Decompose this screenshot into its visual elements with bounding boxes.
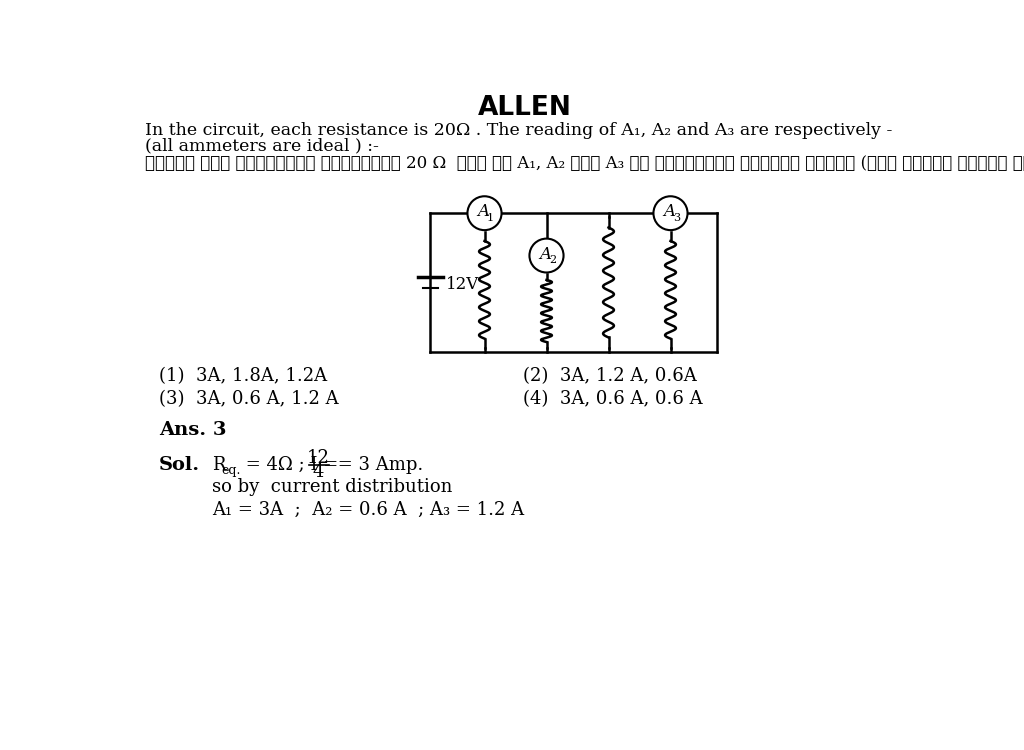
Text: (4)  3A, 0.6 A, 0.6 A: (4) 3A, 0.6 A, 0.6 A: [523, 391, 702, 409]
Text: (2)  3A, 1.2 A, 0.6A: (2) 3A, 1.2 A, 0.6A: [523, 368, 697, 386]
Text: A: A: [663, 203, 675, 220]
Text: = 3 Amp.: = 3 Amp.: [332, 456, 423, 474]
Text: (1)  3A, 1.8A, 1.2A: (1) 3A, 1.8A, 1.2A: [159, 368, 327, 386]
Text: 4: 4: [313, 463, 325, 481]
Text: A₁ = 3A  ;  A₂ = 0.6 A  ; A₃ = 1.2 A: A₁ = 3A ; A₂ = 0.6 A ; A₃ = 1.2 A: [212, 501, 524, 519]
Text: In the circuit, each resistance is 20Ω . The reading of A₁, A₂ and A₃ are respec: In the circuit, each resistance is 20Ω .…: [145, 122, 893, 139]
Text: परिपथ में प्रत्येक प्रतिरोध 20 Ω  है। तो A₁, A₂ तथा A₃ के पाठ्यांक क्रमशः होंगे : परिपथ में प्रत्येक प्रतिरोध 20 Ω है। तो …: [145, 155, 1024, 172]
Text: Ans. 3: Ans. 3: [159, 422, 226, 440]
Text: 12: 12: [307, 449, 330, 467]
Text: (3)  3A, 0.6 A, 1.2 A: (3) 3A, 0.6 A, 1.2 A: [159, 391, 339, 409]
Circle shape: [467, 196, 502, 230]
Text: so by  current distribution: so by current distribution: [212, 478, 452, 496]
Text: A: A: [539, 245, 551, 262]
Text: 3: 3: [673, 213, 680, 223]
Text: A: A: [477, 203, 488, 220]
Text: (all ammeters are ideal ) :-: (all ammeters are ideal ) :-: [145, 137, 379, 154]
Circle shape: [529, 238, 563, 272]
Text: Sol.: Sol.: [159, 456, 200, 474]
Text: ALLEN: ALLEN: [478, 95, 571, 122]
Text: R: R: [212, 456, 225, 474]
Text: 1: 1: [487, 213, 495, 223]
Text: 12V: 12V: [445, 275, 479, 292]
Circle shape: [653, 196, 687, 230]
Text: 2: 2: [549, 255, 556, 266]
Text: eq.: eq.: [221, 464, 241, 477]
Text: = 4Ω ; I =: = 4Ω ; I =: [240, 456, 344, 474]
